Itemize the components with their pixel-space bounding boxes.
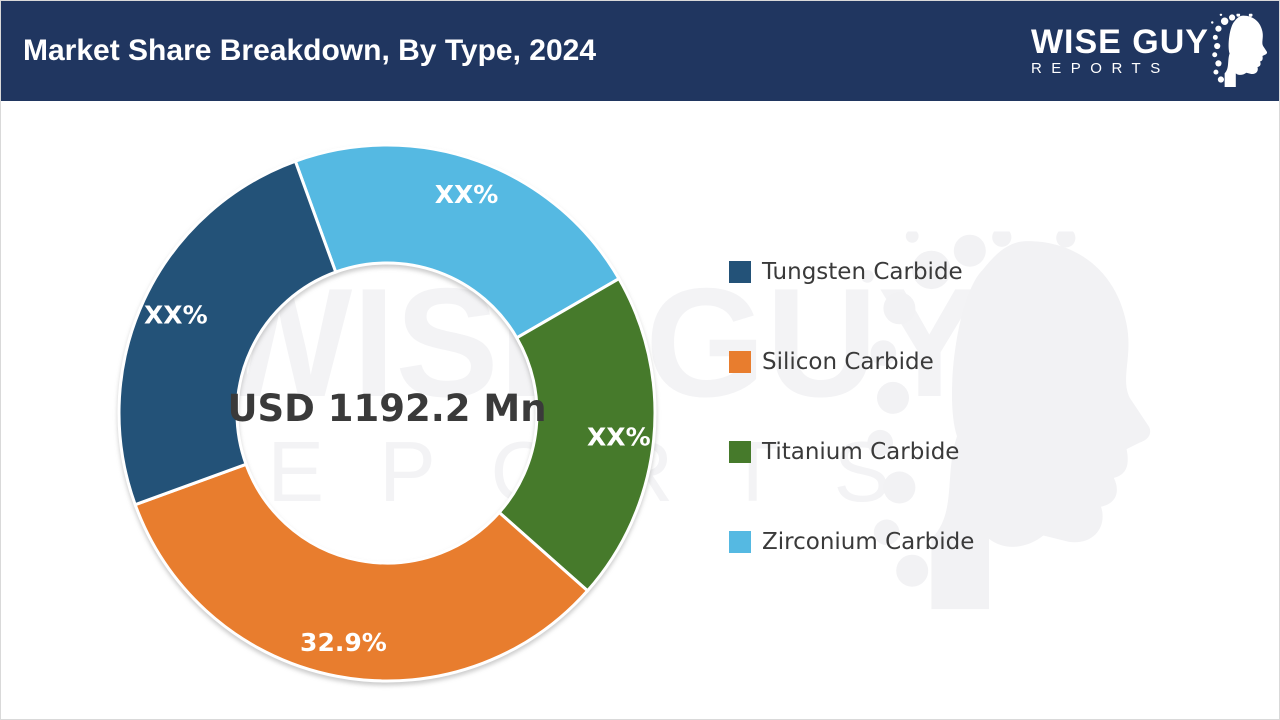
legend: Tungsten Carbide Silicon Carbide Titaniu… (729, 259, 975, 555)
slice-label-tungsten-carbide: XX% (144, 301, 208, 330)
logo-text: WISE GUY REPORTS (1031, 25, 1209, 77)
legend-item-silicon-carbide[interactable]: Silicon Carbide (729, 349, 974, 375)
legend-label: Silicon Carbide (762, 349, 934, 375)
legend-swatch-titanium (729, 441, 751, 463)
legend-label: Zirconium Carbide (762, 529, 975, 555)
slice-tungsten-carbide[interactable] (117, 159, 338, 507)
legend-label: Tungsten Carbide (762, 259, 963, 285)
logo-name: WISE GUY (1030, 23, 1209, 61)
slice-label-silicon-carbide: 32.9% (300, 628, 387, 657)
slice-label-titanium-carbide: XX% (587, 422, 651, 451)
slice-label-zirconium-carbide: XX% (435, 180, 499, 209)
logo-face-icon (1211, 10, 1273, 92)
legend-swatch-tungsten (729, 261, 751, 283)
legend-label: Titanium Carbide (762, 439, 960, 465)
header: Market Share Breakdown, By Type, 2024 WI… (1, 1, 1279, 101)
logo-subtitle: REPORTS (1030, 60, 1170, 77)
legend-item-titanium-carbide[interactable]: Titanium Carbide (729, 439, 974, 465)
legend-swatch-zirconium (729, 531, 751, 553)
donut-center-value: USD 1192.2 Mn (227, 387, 547, 430)
legend-swatch-silicon (729, 351, 751, 373)
slice-silicon-carbide[interactable] (133, 462, 590, 683)
slice-titanium-carbide[interactable] (497, 276, 657, 593)
wise-guy-logo: WISE GUY REPORTS (1031, 10, 1279, 92)
legend-item-tungsten-carbide[interactable]: Tungsten Carbide (729, 259, 974, 285)
donut-svg: XX% XX% 32.9% XX% (117, 143, 657, 683)
slice-zirconium-carbide[interactable] (293, 143, 621, 340)
legend-item-zirconium-carbide[interactable]: Zirconium Carbide (729, 529, 975, 555)
page-title: Market Share Breakdown, By Type, 2024 (23, 34, 597, 67)
